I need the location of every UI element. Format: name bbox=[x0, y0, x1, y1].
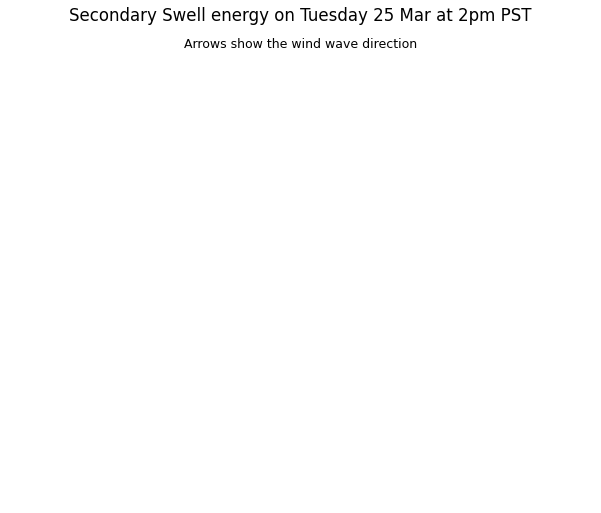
Text: cartopy required: cartopy required bbox=[243, 278, 358, 292]
Text: Arrows show the wind wave direction: Arrows show the wind wave direction bbox=[184, 37, 417, 50]
Text: Secondary Swell energy on Tuesday 25 Mar at 2pm PST: Secondary Swell energy on Tuesday 25 Mar… bbox=[69, 7, 532, 25]
